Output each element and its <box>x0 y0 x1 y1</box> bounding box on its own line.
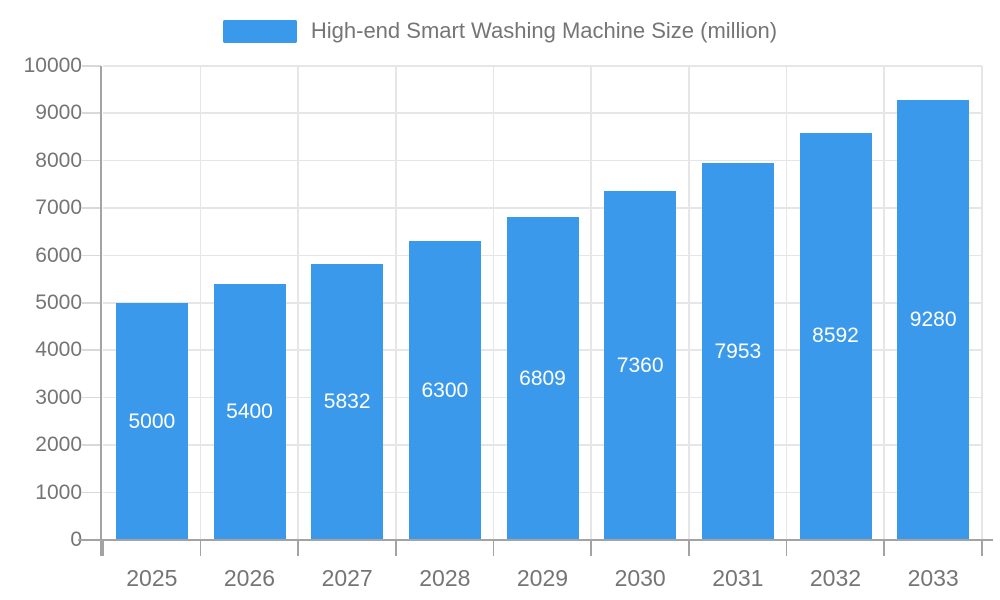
bar: 5000 <box>115 303 188 540</box>
gridline-v <box>688 66 690 540</box>
x-axis-tick <box>785 540 788 556</box>
x-axis-tick <box>102 540 104 556</box>
gridline-v <box>883 66 885 540</box>
x-axis-label: 2030 <box>614 565 666 591</box>
y-axis-label: 4000 <box>35 338 82 362</box>
x-axis-line <box>78 539 993 541</box>
y-axis-tick <box>82 65 101 67</box>
bar: 7360 <box>604 191 677 540</box>
x-axis-tick <box>981 540 983 556</box>
x-axis-label: 2029 <box>516 565 569 591</box>
x-axis-tick <box>395 540 397 556</box>
bar-value-label: 5000 <box>128 409 176 433</box>
y-axis-label: 7000 <box>35 196 82 220</box>
y-axis-label: 10000 <box>23 54 82 77</box>
bar: 8592 <box>799 132 872 540</box>
bar: 6300 <box>408 241 481 540</box>
bar-value-label: 8592 <box>812 324 859 348</box>
y-axis-label: 5000 <box>35 291 82 314</box>
x-axis-label: 2027 <box>321 565 373 591</box>
y-axis-label: 6000 <box>35 243 82 267</box>
bar-value-label: 6300 <box>421 378 469 402</box>
y-axis-tick <box>82 254 101 257</box>
bar: 5400 <box>213 284 286 540</box>
y-axis-tick <box>82 207 101 209</box>
bar-value-label: 6809 <box>519 366 566 390</box>
x-axis-label: 2028 <box>419 565 471 591</box>
y-axis-label: 8000 <box>35 148 82 172</box>
y-axis-label: 2000 <box>35 433 82 457</box>
x-axis-tick <box>883 540 885 556</box>
y-axis-tick <box>82 159 101 162</box>
bar: 7953 <box>701 163 774 540</box>
gridline-v <box>590 66 592 540</box>
y-axis-tick <box>82 396 101 399</box>
bar-value-label: 5400 <box>226 400 273 423</box>
gridline-h <box>103 65 982 67</box>
bar: 5832 <box>311 263 384 540</box>
gridline-h <box>103 159 982 162</box>
bar-value-label: 5832 <box>323 389 371 413</box>
y-axis-tick <box>82 302 101 304</box>
gridline-h <box>103 112 982 114</box>
gridline-v <box>297 66 299 540</box>
x-axis-label: 2031 <box>712 565 764 591</box>
gridline-v <box>199 66 202 540</box>
x-axis-tick <box>199 540 202 556</box>
y-axis-label: 1000 <box>35 480 82 504</box>
y-axis-label: 3000 <box>35 385 82 409</box>
y-axis-label: 0 <box>70 528 82 551</box>
gridline-v <box>492 66 495 540</box>
y-axis-tick <box>82 444 101 446</box>
x-axis-label: 2026 <box>223 565 276 591</box>
legend-swatch <box>222 19 297 43</box>
x-axis-tick <box>492 540 495 556</box>
bar: 9280 <box>897 100 970 540</box>
gridline-v <box>981 66 983 540</box>
x-axis-label: 2032 <box>809 565 862 591</box>
gridline-v <box>785 66 788 540</box>
legend[interactable]: High-end Smart Washing Machine Size (mil… <box>0 19 1000 43</box>
y-axis-line <box>100 66 102 556</box>
y-axis-label: 9000 <box>35 101 82 125</box>
gridline-h <box>103 207 982 209</box>
y-axis-tick <box>82 349 101 351</box>
x-axis-label: 2025 <box>126 565 178 591</box>
y-axis-tick <box>82 491 101 494</box>
bar-value-label: 7360 <box>616 353 664 377</box>
x-axis-label: 2033 <box>907 565 959 591</box>
legend-label: High-end Smart Washing Machine Size (mil… <box>310 18 778 43</box>
x-axis-tick <box>297 540 299 556</box>
y-axis-tick <box>82 112 101 114</box>
bar: 6809 <box>506 217 579 540</box>
bar-value-label: 7953 <box>714 339 762 363</box>
bar-value-label: 9280 <box>909 308 957 332</box>
x-axis-tick <box>590 540 592 556</box>
x-axis-tick <box>688 540 690 556</box>
gridline-v <box>395 66 397 540</box>
